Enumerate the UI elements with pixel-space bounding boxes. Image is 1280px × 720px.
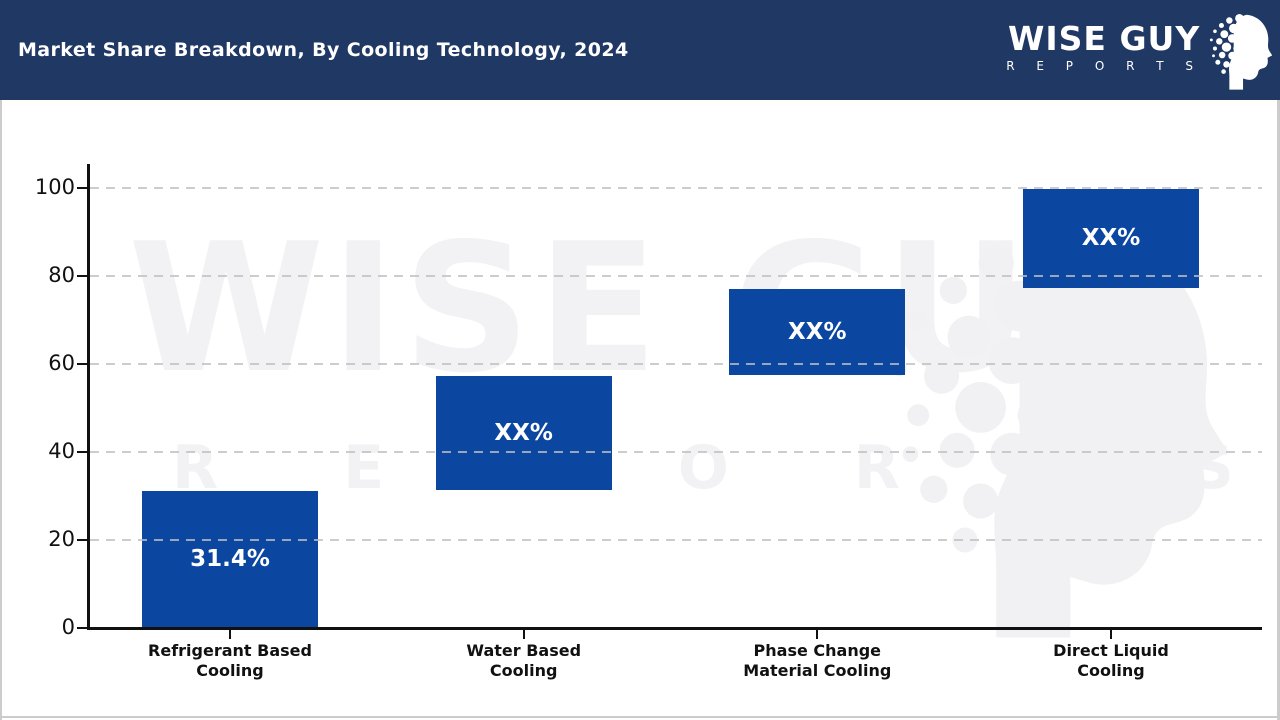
y-tick-40 [77, 451, 87, 453]
bar-value-label-2: XX% [494, 419, 553, 446]
x-category-label-4: Direct Liquid Cooling [981, 641, 1241, 681]
x-category-line: Refrigerant Based [148, 641, 312, 660]
frame-left-edge [0, 100, 2, 720]
y-tick-label-60: 60 [48, 351, 75, 375]
gridline-20 [90, 539, 1262, 541]
x-category-label-1: Refrigerant Based Cooling [100, 641, 360, 681]
y-tick-20 [77, 539, 87, 541]
y-tick-60 [77, 363, 87, 365]
x-category-label-2: Water Based Cooling [394, 641, 654, 681]
wiseguy-head-icon [1209, 14, 1273, 90]
x-category-line: Cooling [196, 661, 264, 680]
chart-bar-3: XX% [729, 288, 906, 375]
y-tick-80 [77, 275, 87, 277]
x-category-line: Water Based [466, 641, 582, 660]
x-tick-1 [229, 630, 231, 639]
gridline-80 [90, 275, 1262, 277]
wiseguy-logo: WISE GUY R E P O R T S [1006, 19, 1202, 74]
bar-value-label-1: 31.4% [190, 546, 270, 573]
x-axis-line [87, 627, 1262, 630]
bar-value-label-4: XX% [1081, 225, 1141, 252]
x-tick-4 [1110, 630, 1112, 639]
chart-title: Market Share Breakdown, By Cooling Techn… [18, 39, 629, 61]
x-category-line: Direct Liquid [1053, 641, 1169, 660]
y-tick-label-80: 80 [48, 263, 75, 287]
logo-subtext: R E P O R T S [1006, 59, 1202, 73]
x-tick-3 [816, 630, 819, 639]
frame-right-edge [1277, 100, 1280, 720]
x-category-label-3: Phase Change Material Cooling [687, 641, 947, 681]
header-bar: Market Share Breakdown, By Cooling Techn… [0, 0, 1280, 100]
y-axis-line [87, 164, 90, 630]
gridline-60 [90, 363, 1262, 365]
y-tick-label-20: 20 [48, 527, 75, 551]
chart-bar-2: XX% [435, 375, 612, 490]
logo-wordmark: WISE GUY [1007, 19, 1201, 58]
x-category-line: Cooling [1077, 661, 1145, 680]
y-tick-label-100: 100 [34, 175, 75, 199]
bar-value-label-3: XX% [788, 318, 847, 345]
x-category-line: Material Cooling [743, 661, 892, 680]
frame-bottom-edge [0, 716, 1280, 718]
y-tick-label-40: 40 [48, 439, 75, 463]
x-category-line: Cooling [489, 661, 558, 680]
chart-bar-1: 31.4% [142, 490, 318, 628]
y-tick-100 [77, 187, 87, 189]
x-tick-2 [522, 630, 525, 639]
chart-bar-4: XX% [1023, 189, 1199, 288]
y-tick-0 [77, 627, 87, 629]
y-tick-label-0: 0 [61, 615, 75, 639]
gridline-40 [90, 451, 1262, 453]
chart-area: WISE GUY R E P O R T S 0 20 40 60 80 100 31.4%… [0, 100, 1280, 720]
gridline-100 [90, 187, 1262, 189]
x-category-line: Phase Change [753, 641, 882, 660]
